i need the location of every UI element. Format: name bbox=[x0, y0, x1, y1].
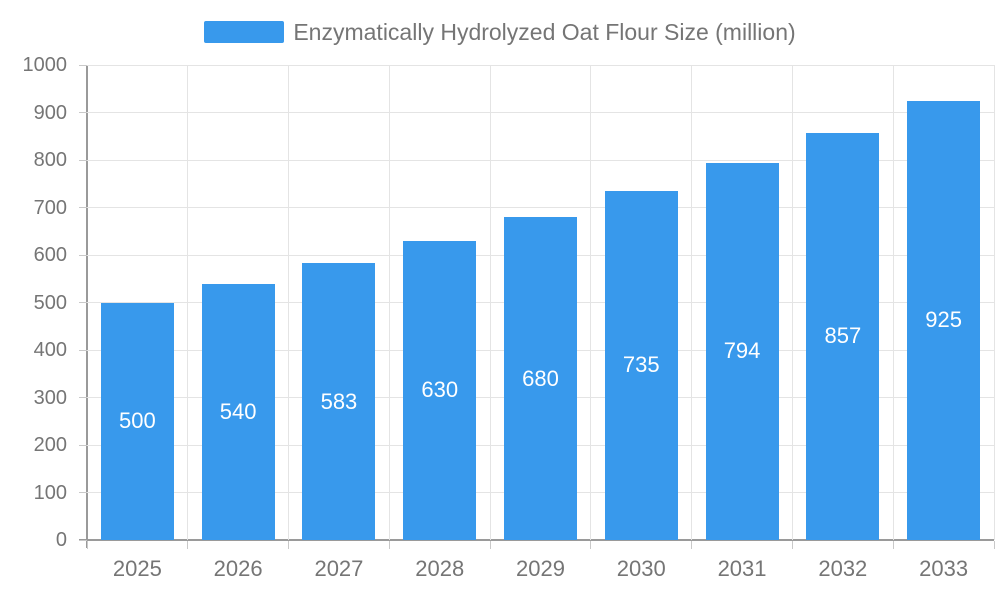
y-axis-tick bbox=[79, 302, 87, 303]
bar-value-label: 630 bbox=[421, 377, 459, 403]
gridline-vertical bbox=[489, 65, 491, 540]
bar-value-label: 680 bbox=[522, 365, 559, 391]
y-axis-label: 300 bbox=[33, 386, 67, 409]
x-axis-tick bbox=[791, 541, 793, 549]
x-axis-line bbox=[79, 539, 994, 541]
gridline-horizontal bbox=[87, 159, 994, 161]
gridline-vertical bbox=[590, 65, 592, 540]
x-axis-label-2027: 2027 bbox=[314, 556, 364, 581]
y-axis-tick bbox=[79, 254, 87, 256]
y-axis-tick bbox=[79, 207, 87, 208]
y-axis-label: 0 bbox=[55, 529, 67, 551]
gridline-horizontal bbox=[87, 207, 994, 208]
bar-2029[interactable]: 680 bbox=[504, 217, 577, 540]
bar-2026[interactable]: 540 bbox=[201, 283, 275, 540]
bar-2030[interactable]: 735 bbox=[604, 190, 678, 540]
gridline-vertical bbox=[892, 65, 894, 540]
y-axis-label: 600 bbox=[33, 244, 67, 266]
gridline-horizontal bbox=[87, 64, 994, 66]
bar-2032[interactable]: 857 bbox=[806, 132, 880, 540]
x-axis-label-2031: 2031 bbox=[717, 556, 767, 581]
bar-value-label: 735 bbox=[622, 352, 660, 378]
x-axis-label-2032: 2032 bbox=[818, 556, 868, 581]
y-axis-label: 800 bbox=[33, 149, 67, 171]
x-axis-tick bbox=[187, 541, 189, 549]
y-axis-label: 900 bbox=[33, 101, 67, 124]
bar-value-label: 500 bbox=[119, 408, 156, 434]
gridline-vertical bbox=[187, 65, 189, 540]
x-axis-tick bbox=[590, 541, 592, 549]
bar-2028[interactable]: 630 bbox=[403, 240, 477, 540]
y-axis-tick bbox=[79, 64, 87, 66]
y-axis-tick bbox=[79, 397, 87, 398]
y-axis-label: 500 bbox=[33, 291, 67, 314]
y-axis-tick bbox=[79, 444, 87, 446]
bar-value-label: 583 bbox=[320, 388, 358, 414]
bar-2033[interactable]: 925 bbox=[907, 100, 981, 540]
x-axis-tick bbox=[892, 541, 894, 549]
bar-value-label: 540 bbox=[219, 398, 257, 424]
bar-2031[interactable]: 794 bbox=[705, 162, 779, 540]
y-axis-label: 700 bbox=[33, 196, 67, 219]
gridline-vertical bbox=[288, 65, 290, 540]
x-axis-label-2028: 2028 bbox=[415, 556, 465, 581]
bar-value-label: 857 bbox=[824, 323, 862, 349]
x-axis-tick bbox=[86, 541, 88, 549]
y-axis-tick bbox=[79, 492, 87, 493]
legend-label: Enzymatically Hydrolyzed Oat Flour Size … bbox=[293, 19, 796, 45]
legend-swatch-icon bbox=[204, 21, 285, 43]
x-axis-label-2030: 2030 bbox=[616, 556, 666, 581]
bar-2025[interactable]: 500 bbox=[100, 302, 174, 540]
legend[interactable]: Enzymatically Hydrolyzed Oat Flour Size … bbox=[0, 18, 1000, 46]
x-axis-tick bbox=[288, 541, 290, 549]
y-axis-label: 400 bbox=[33, 339, 67, 361]
plot-area: 0 100 200 300 400 500 600 700 800 900 1000 500 2025 5… bbox=[23, 54, 995, 581]
x-axis-label-2033: 2033 bbox=[919, 556, 969, 581]
x-axis-label-2025: 2025 bbox=[112, 556, 162, 581]
gridline-vertical bbox=[388, 65, 390, 540]
x-axis-tick bbox=[388, 541, 390, 549]
x-axis-tick bbox=[993, 541, 995, 549]
y-axis-line bbox=[86, 65, 88, 548]
y-axis-tick bbox=[79, 112, 87, 113]
y-axis-tick bbox=[79, 159, 87, 161]
y-axis-label: 100 bbox=[33, 481, 67, 504]
y-axis-label: 200 bbox=[33, 434, 67, 456]
bar-2027[interactable]: 583 bbox=[302, 263, 376, 540]
y-axis-label: 1000 bbox=[22, 54, 68, 76]
x-axis-tick bbox=[489, 541, 491, 549]
gridline-horizontal bbox=[87, 112, 994, 113]
x-axis-label-2029: 2029 bbox=[516, 556, 565, 581]
x-axis-label-2026: 2026 bbox=[213, 556, 263, 581]
gridline-vertical bbox=[791, 65, 793, 540]
bar-value-label: 925 bbox=[925, 307, 962, 333]
y-axis-tick bbox=[79, 349, 87, 351]
gridline-vertical bbox=[691, 65, 693, 540]
x-axis-tick bbox=[691, 541, 693, 549]
bar-value-label: 794 bbox=[723, 338, 761, 364]
gridline-vertical bbox=[993, 65, 995, 540]
y-axis-tick bbox=[79, 539, 87, 541]
